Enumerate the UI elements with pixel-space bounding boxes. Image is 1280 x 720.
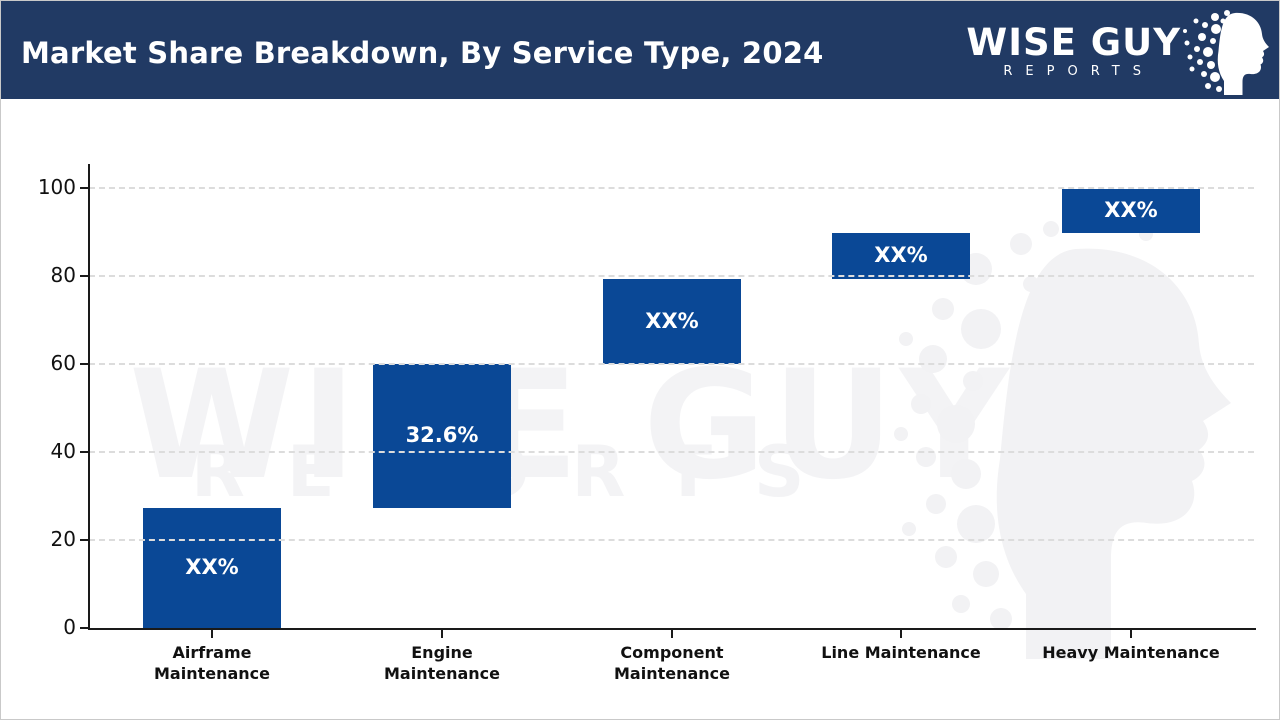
x-category-label: Engine Maintenance: [383, 643, 500, 684]
y-tick-label: 40: [50, 439, 76, 463]
gridline: [89, 451, 1254, 453]
x-tick: [900, 630, 902, 638]
y-tick-label: 100: [37, 175, 76, 199]
logo-face-icon: [1183, 10, 1269, 95]
bar: [603, 279, 741, 365]
y-tick-label: 60: [50, 351, 76, 375]
logo-name: WISE GUY: [966, 20, 1181, 64]
watermark-subtitle: REPORTS: [191, 431, 847, 513]
wise-guy-logo: WISE GUY REPORTS: [966, 7, 1271, 95]
y-axis-line: [88, 164, 90, 630]
y-tick: [80, 451, 88, 453]
logo-subtitle: REPORTS: [1003, 63, 1154, 79]
bar-value-label: XX%: [1104, 197, 1158, 222]
x-tick: [441, 630, 443, 638]
bar: [832, 232, 970, 280]
gridline: [89, 539, 1254, 541]
logo-text: WISE GUY REPORTS: [966, 24, 1181, 79]
bar-value-label: XX%: [645, 308, 699, 333]
x-axis-line: [88, 628, 1256, 630]
plot-area: WISE GUY REPORTS 0 20 40 60 80 100 XX% Airframe…: [1, 99, 1279, 719]
y-tick: [80, 363, 88, 365]
x-tick: [671, 630, 673, 638]
gridline: [89, 187, 1254, 189]
x-category-label: Line Maintenance: [821, 643, 981, 662]
x-category-label: Component Maintenance: [613, 643, 730, 684]
y-tick: [80, 627, 88, 629]
watermark-text: WISE GUY: [129, 339, 1015, 513]
header-bar: Market Share Breakdown, By Service Type,…: [1, 1, 1279, 99]
x-category-label: Airframe Maintenance: [153, 643, 270, 684]
y-tick: [80, 187, 88, 189]
x-category-label: Heavy Maintenance: [1042, 643, 1220, 662]
watermark-face-icon: [894, 210, 1231, 659]
y-tick-label: 20: [50, 527, 76, 551]
y-tick-label: 0: [63, 615, 76, 639]
gridline: [89, 363, 1254, 365]
y-tick: [80, 539, 88, 541]
bar: [1062, 188, 1200, 233]
bar: [373, 364, 511, 508]
x-tick: [211, 630, 213, 638]
bar-value-label: 32.6%: [405, 423, 479, 448]
bar: [143, 507, 281, 628]
gridline: [89, 275, 1254, 277]
y-tick: [80, 275, 88, 277]
bar-value-label: XX%: [874, 242, 928, 267]
y-tick-label: 80: [50, 263, 76, 287]
bar-value-label: XX%: [185, 554, 239, 579]
x-tick: [1130, 630, 1132, 638]
chart-title: Market Share Breakdown, By Service Type,…: [21, 36, 824, 70]
